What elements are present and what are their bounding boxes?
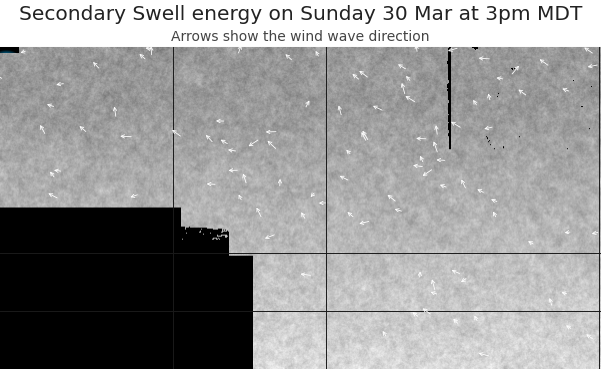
Text: Arrows show the wind wave direction: Arrows show the wind wave direction [171, 30, 430, 44]
Text: Secondary Swell energy on Sunday 30 Mar at 3pm MDT: Secondary Swell energy on Sunday 30 Mar … [19, 5, 582, 24]
